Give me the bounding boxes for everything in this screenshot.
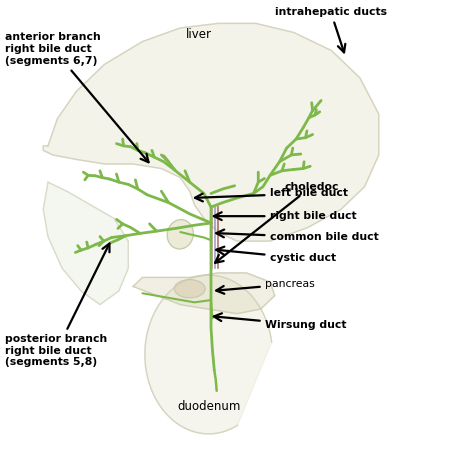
Polygon shape: [43, 182, 128, 304]
Text: Wirsung duct: Wirsung duct: [214, 313, 347, 330]
Text: left bile duct: left bile duct: [195, 188, 348, 202]
Ellipse shape: [167, 220, 193, 249]
Polygon shape: [43, 23, 379, 241]
Text: pancreas: pancreas: [216, 279, 315, 294]
Text: duodenum: duodenum: [177, 400, 240, 413]
Text: posterior branch
right bile duct
(segments 5,8): posterior branch right bile duct (segmen…: [5, 243, 109, 367]
Polygon shape: [145, 275, 272, 434]
Text: choledoc: choledoc: [215, 182, 339, 263]
Text: anterior branch
right bile duct
(segments 6,7): anterior branch right bile duct (segment…: [5, 32, 148, 162]
Text: cystic duct: cystic duct: [216, 247, 336, 263]
Polygon shape: [133, 273, 275, 313]
Text: common bile duct: common bile duct: [216, 230, 379, 243]
Text: right bile duct: right bile duct: [214, 211, 357, 221]
Ellipse shape: [174, 280, 205, 298]
Text: liver: liver: [186, 28, 212, 41]
Text: intrahepatic ducts: intrahepatic ducts: [275, 7, 387, 52]
